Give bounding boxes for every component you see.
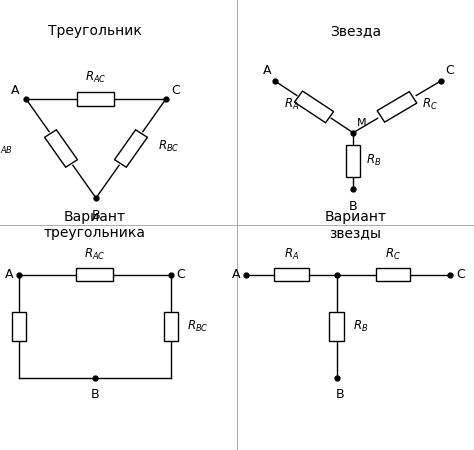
Text: B: B: [91, 209, 100, 222]
Text: Вариант
звезды: Вариант звезды: [325, 210, 386, 240]
Text: $R_C$: $R_C$: [422, 97, 438, 112]
Polygon shape: [45, 130, 77, 167]
Polygon shape: [115, 130, 147, 167]
Bar: [376, 268, 410, 281]
Bar: [12, 312, 26, 341]
Text: A: A: [10, 84, 19, 97]
Text: $R_C$: $R_C$: [385, 247, 401, 262]
Bar: [274, 268, 309, 281]
Bar: [164, 312, 178, 341]
Text: C: C: [172, 84, 180, 97]
Text: $R_{AC}$: $R_{AC}$: [85, 70, 107, 86]
Text: B: B: [91, 388, 99, 401]
Bar: [329, 312, 344, 341]
Text: $R_A$: $R_A$: [283, 97, 299, 112]
Text: $R_B$: $R_B$: [366, 153, 382, 168]
Text: A: A: [263, 63, 271, 76]
Text: M: M: [357, 118, 366, 128]
Text: A: A: [232, 268, 241, 281]
Text: A: A: [5, 268, 13, 281]
Text: B: B: [349, 200, 357, 213]
Text: B: B: [336, 388, 345, 401]
Bar: [76, 268, 113, 281]
Text: C: C: [456, 268, 465, 281]
Text: $R_{AC}$: $R_{AC}$: [84, 247, 106, 262]
Text: $R_{AB}$: $R_{AB}$: [0, 141, 13, 156]
Bar: [77, 92, 115, 106]
Polygon shape: [294, 91, 334, 123]
Text: $R_{BC}$: $R_{BC}$: [158, 139, 180, 154]
Text: $R_B$: $R_B$: [353, 319, 368, 334]
Text: C: C: [176, 268, 185, 281]
Text: Вариант
треугольника: Вариант треугольника: [44, 210, 146, 240]
Text: C: C: [446, 63, 454, 76]
Bar: [346, 145, 360, 176]
Text: Звезда: Звезда: [330, 24, 381, 39]
Text: $R_A$: $R_A$: [284, 247, 299, 262]
Text: Треугольник: Треугольник: [48, 24, 142, 39]
Text: $R_{BC}$: $R_{BC}$: [187, 319, 209, 334]
Polygon shape: [377, 92, 417, 122]
